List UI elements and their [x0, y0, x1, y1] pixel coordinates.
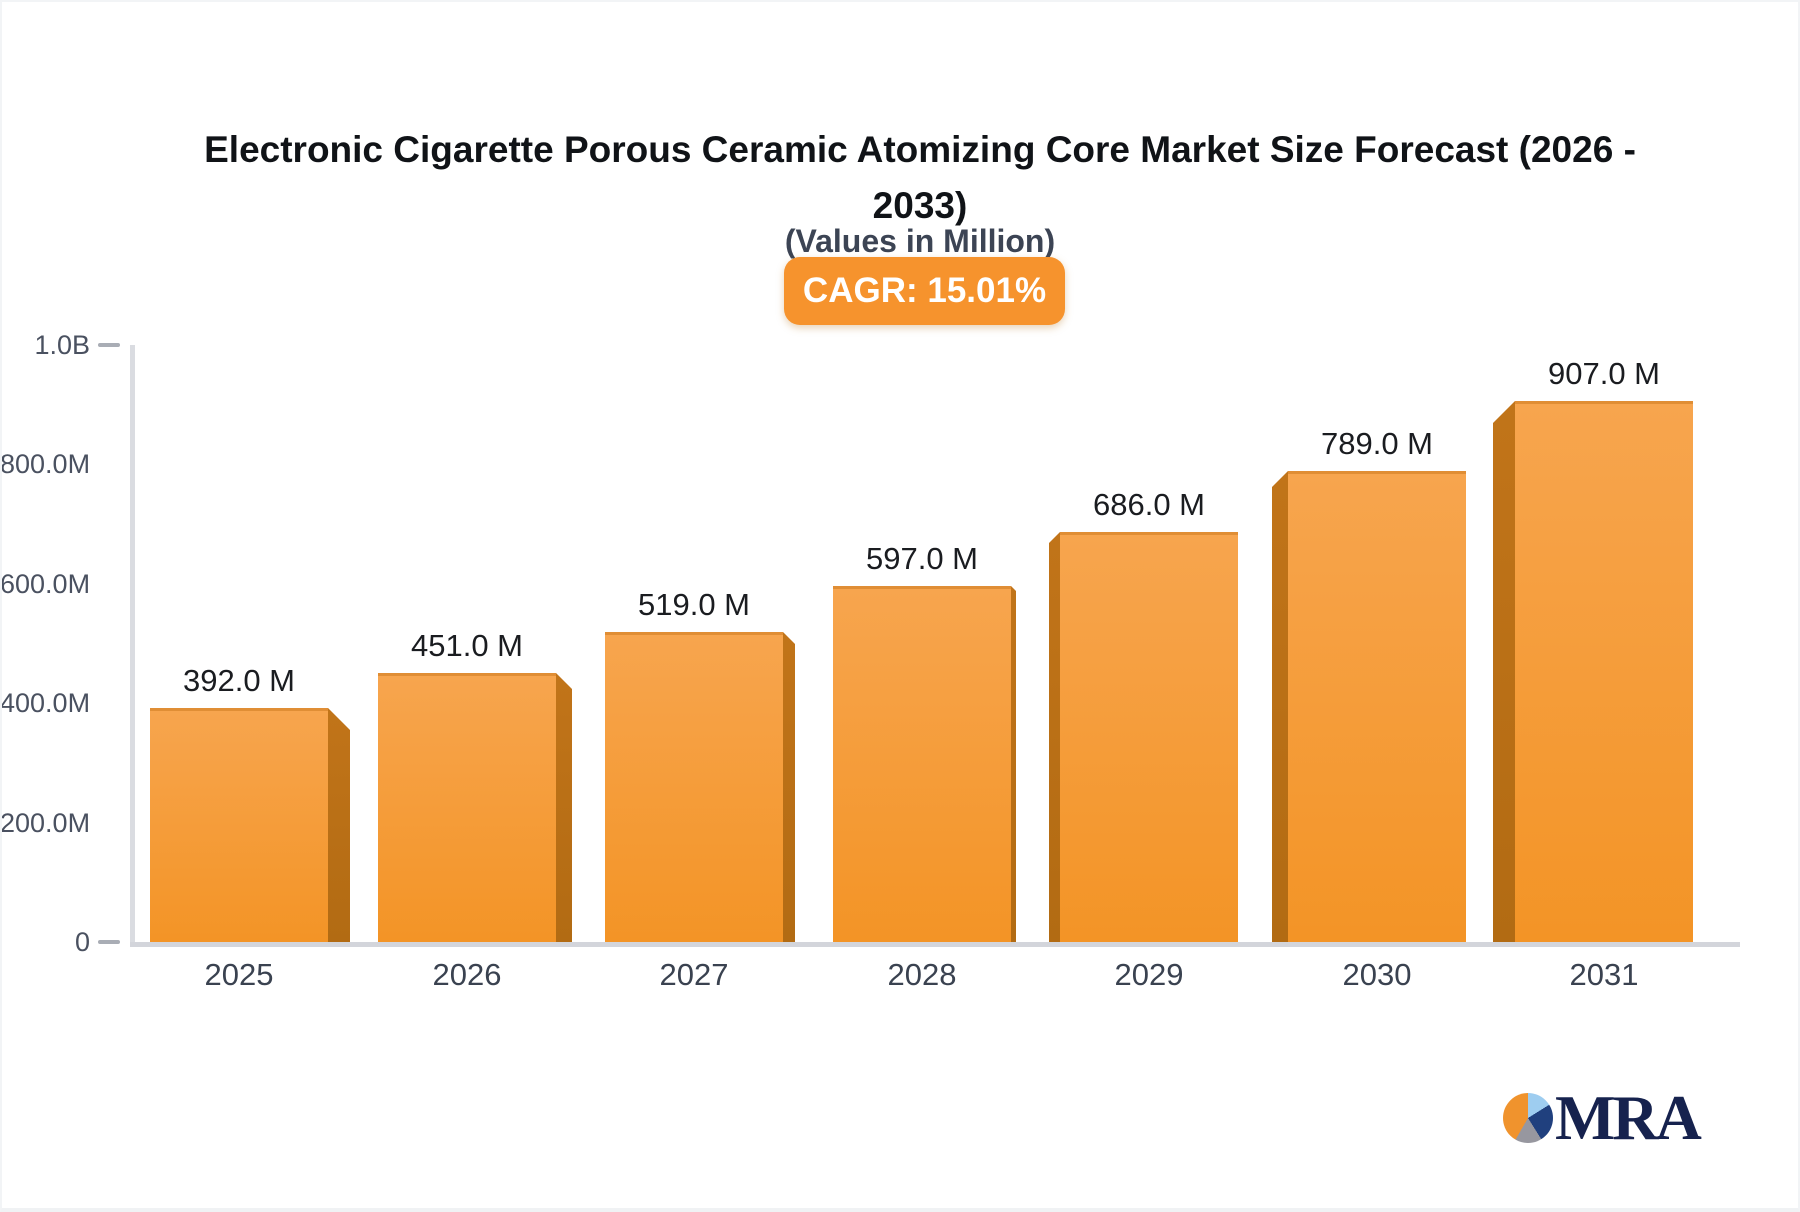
chart-subtitle: (Values in Million): [784, 223, 1056, 259]
x-axis-tick-label: 2026: [432, 957, 502, 992]
mra-pie-chart-icon: [1503, 1093, 1553, 1143]
bar-3d-side: [1493, 401, 1515, 942]
cagr-badge: CAGR: 15.01%: [784, 257, 1065, 325]
x-axis-tick-label: 2029: [1114, 957, 1184, 992]
chart-title-line2: 2033): [872, 184, 968, 226]
y-axis-line: [130, 345, 135, 947]
bar-value-label: 907.0 M: [1547, 356, 1660, 391]
bar-2030[interactable]: [1288, 471, 1466, 942]
bar-value-label: 789.0 M: [1320, 426, 1433, 461]
x-axis-line: [130, 942, 1740, 947]
y-axis-tick-label: 800.0M: [0, 449, 91, 480]
y-axis-tick-label: 0: [74, 927, 90, 957]
bar-value-label: 597.0 M: [865, 541, 978, 576]
y-axis-tick-mark: [98, 940, 120, 944]
bar-value-label: 392.0 M: [182, 663, 295, 698]
y-axis-tick-label: 400.0M: [0, 688, 91, 719]
chart-title: Electronic Cigarette Porous Ceramic Atom…: [60, 122, 1780, 234]
bar-3d-side: [1272, 471, 1288, 942]
bar-3d-side: [328, 708, 350, 942]
bar-2029[interactable]: [1060, 532, 1238, 942]
chart-title-line1: Electronic Cigarette Porous Ceramic Atom…: [204, 128, 1636, 170]
mra-logo-text: MRA: [1555, 1082, 1702, 1153]
bar-3d-side: [783, 632, 795, 942]
bar-3d-side: [1049, 532, 1060, 942]
bar-value-label: 451.0 M: [410, 628, 523, 663]
y-axis-tick-label: 600.0M: [0, 568, 91, 599]
bar-2028[interactable]: [833, 586, 1011, 942]
bar-3d-side: [556, 673, 572, 942]
bar-2027[interactable]: [605, 632, 783, 942]
bar-2026[interactable]: [378, 673, 556, 942]
x-axis-tick-label: 2025: [204, 957, 274, 992]
y-axis-tick-label: 200.0M: [0, 807, 91, 838]
x-axis-tick-label: 2027: [659, 957, 729, 992]
x-axis-tick-label: 2028: [887, 957, 957, 992]
y-axis-tick-label: 1.0B: [34, 330, 90, 360]
mra-logo: MRA: [1503, 1082, 1702, 1153]
bar-2025[interactable]: [150, 708, 328, 942]
bar-value-label: 686.0 M: [1092, 487, 1205, 522]
x-axis-tick-label: 2031: [1569, 957, 1639, 992]
bar-3d-side: [1011, 586, 1016, 942]
x-axis-tick-label: 2030: [1342, 957, 1412, 992]
bar-2031[interactable]: [1515, 401, 1693, 942]
y-axis-tick-mark: [98, 343, 120, 347]
bar-value-label: 519.0 M: [637, 587, 750, 622]
